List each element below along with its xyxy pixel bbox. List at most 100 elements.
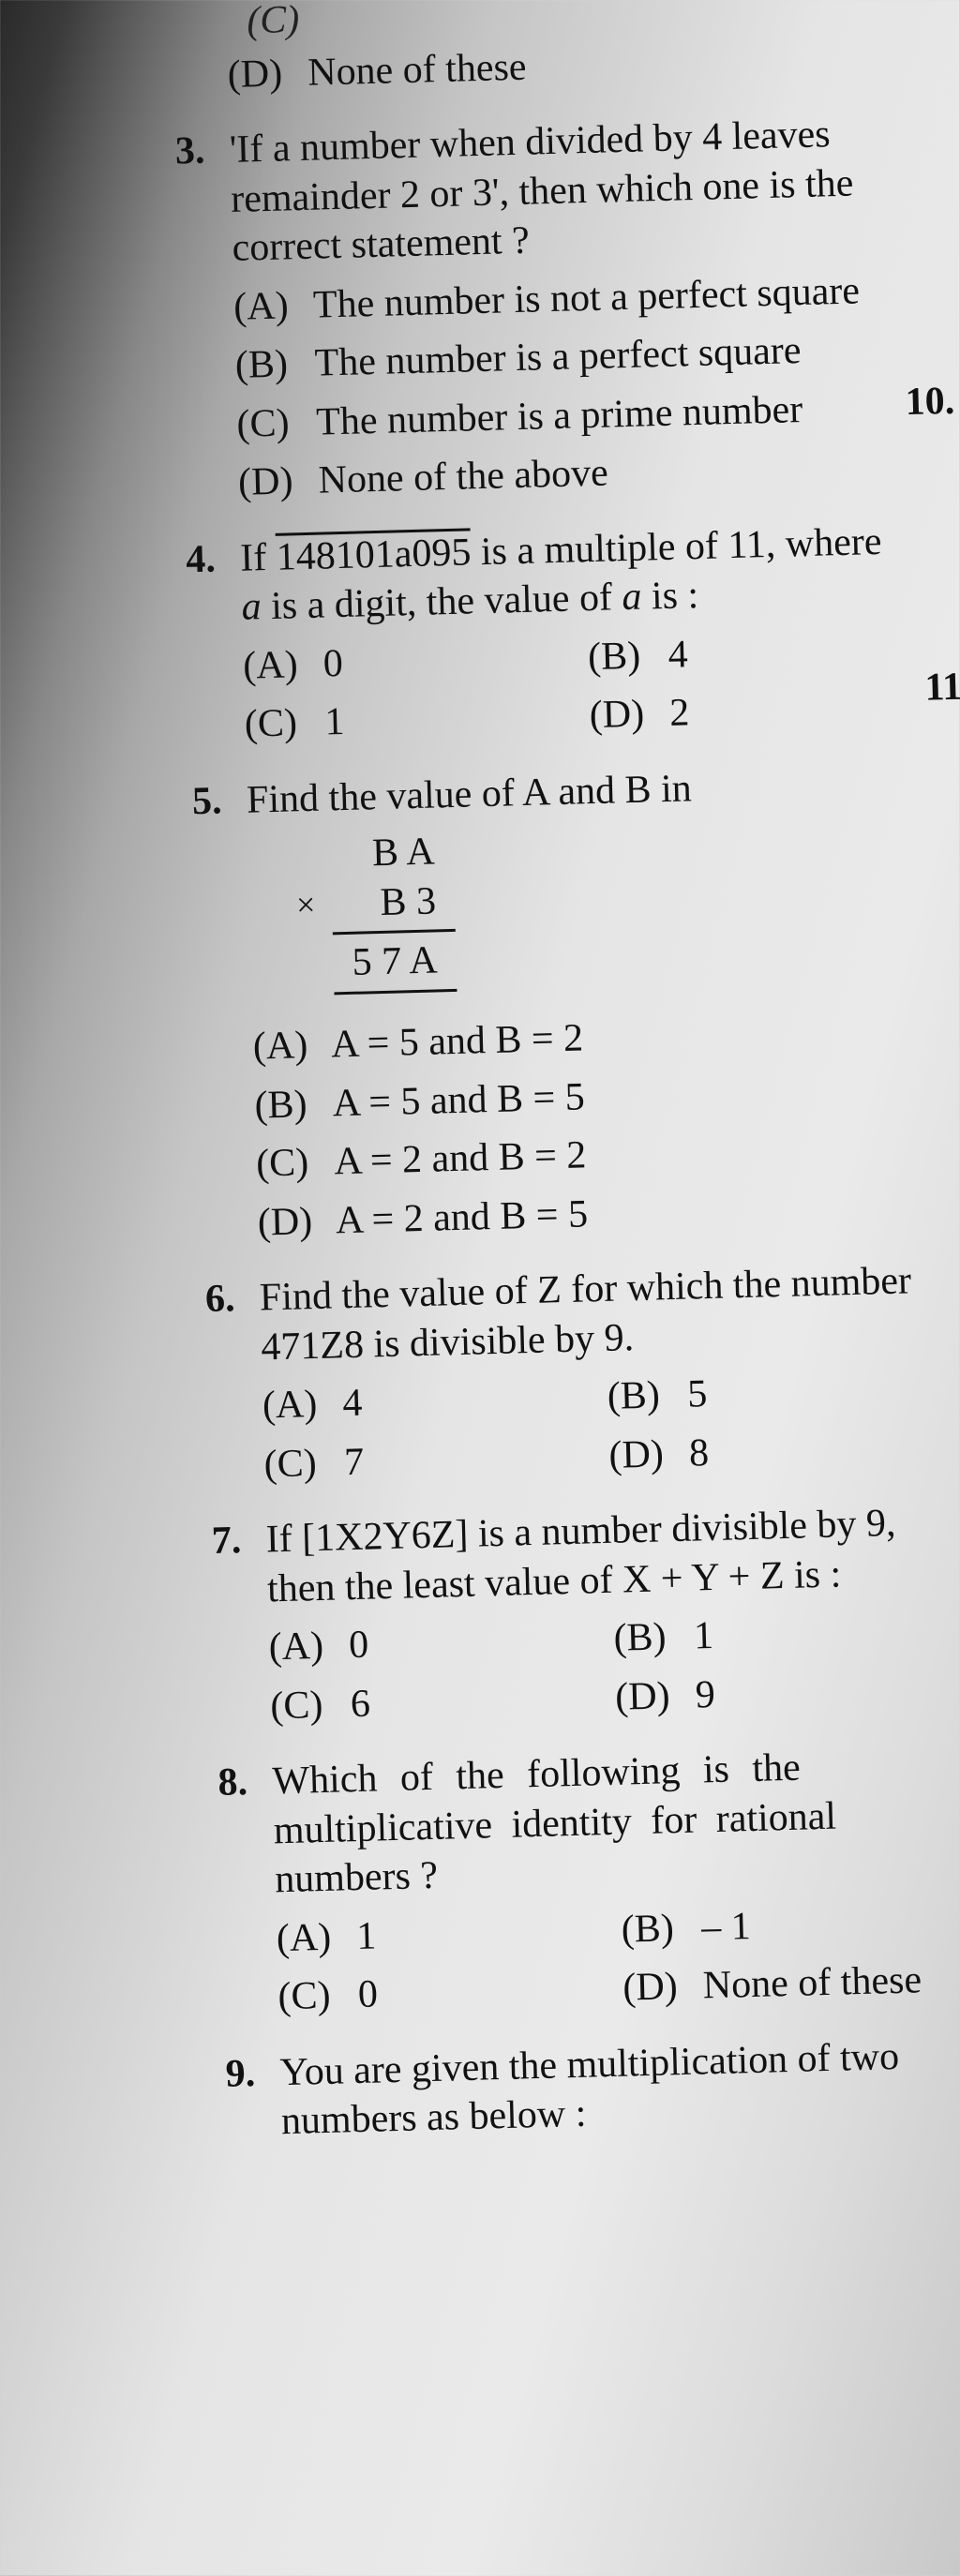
option-letter: (A)	[276, 1912, 347, 1963]
question-number: 8.	[218, 1758, 248, 1807]
option-letter: (A)	[233, 280, 305, 331]
option-letter: (D)	[257, 1196, 328, 1247]
option-d: (D) 8	[608, 1422, 954, 1480]
option-a: (A) A = 5 and B = 2	[198, 1004, 943, 1072]
option-letter: (C)	[278, 1970, 349, 2021]
question-6: 6. Find the value of Z for which the num…	[204, 1255, 951, 1373]
option-b: (B) 4	[588, 623, 934, 681]
option-text: The number is a prime number	[316, 388, 803, 444]
option-letter: (D)	[622, 1962, 694, 2013]
option-letter: (B)	[234, 339, 306, 390]
option-text: 0	[322, 641, 343, 685]
option-text: 0	[357, 1972, 378, 2016]
option-row-ab: (A) 1 (B) – 1	[221, 1896, 960, 1965]
option-text: 4	[668, 633, 688, 677]
option-text: None of these	[702, 1958, 922, 2007]
option-a: (A) 4	[262, 1372, 608, 1430]
option-letter: (D)	[227, 49, 298, 99]
option-a: (A) 1	[276, 1905, 622, 1963]
option-text: The number is a perfect square	[314, 329, 802, 385]
option-text: 1	[693, 1614, 713, 1658]
option-text: 7	[343, 1440, 364, 1484]
option-text: 5	[687, 1372, 708, 1416]
option-text: 0	[349, 1624, 369, 1668]
question-8: 8. Which of the following is the multipl…	[218, 1739, 960, 1906]
option-b: (B) The number is a perfect square	[180, 323, 925, 392]
option-text: 2	[669, 691, 690, 735]
option-d: (D) None of the above	[184, 441, 929, 509]
option-d: (D) None of these	[622, 1954, 960, 2013]
question-number: 4.	[186, 534, 217, 584]
exam-page: (C) (D) None of these 3. 'If a number wh…	[0, 0, 960, 2576]
option-row-cd: (C) 0 (D) None of these	[223, 1954, 960, 2023]
option-text: 8	[688, 1431, 709, 1475]
option-letter: (B)	[607, 1370, 678, 1421]
option-text: 6	[350, 1682, 370, 1726]
option-d: (D) 9	[615, 1664, 960, 1722]
option-d: (D) 2	[589, 681, 935, 740]
option-letter: (D)	[589, 689, 660, 740]
option-row-cd: (C) 6 (D) 9	[216, 1664, 960, 1732]
option-letter: (C)	[247, 0, 300, 42]
option-row-ab: (A) 0 (B) 1	[214, 1605, 959, 1673]
option-letter: (B)	[254, 1079, 325, 1130]
option-text: None of these	[308, 45, 527, 94]
option-letter: (B)	[621, 1903, 692, 1954]
option-text: A = 2 and B = 5	[335, 1192, 588, 1242]
option-b: (B) 5	[607, 1363, 952, 1421]
mult-row-2-val: B 3	[380, 879, 437, 924]
option-text: None of the above	[318, 452, 608, 502]
text-fragment: If	[240, 535, 278, 579]
option-c: (C) The number is a prime number	[182, 382, 927, 450]
option-c: (C) 0	[278, 1964, 623, 2022]
option-a: (A) 0	[243, 633, 589, 691]
times-sign: ×	[295, 883, 315, 926]
question-9: 9. You are given the multiplication of t…	[225, 2029, 960, 2148]
option-letter: (A)	[243, 639, 314, 690]
multiplication-block: B A × B 3 5 7 A	[341, 827, 446, 997]
option-text: 1	[356, 1914, 377, 1958]
question-number: 6.	[204, 1274, 235, 1324]
option-a: (A) 0	[268, 1614, 614, 1672]
option-letter: (C)	[256, 1138, 327, 1189]
option-c: (C) 6	[270, 1672, 616, 1730]
option-text: 1	[324, 700, 345, 744]
option-letter: (C)	[263, 1438, 335, 1489]
option-letter: (D)	[238, 457, 309, 507]
option-text: 4	[342, 1382, 363, 1426]
option-letter: (C)	[244, 698, 315, 749]
option-d: (D) A = 2 and B = 5	[202, 1180, 948, 1249]
overline-number: 148101a095	[276, 528, 472, 577]
question-number: 3.	[174, 127, 205, 176]
question-number: 5.	[191, 776, 222, 826]
option-row-ab: (A) 4 (B) 5	[207, 1363, 952, 1431]
option-row-ab: (A) 0 (B) 4	[188, 623, 934, 692]
mult-row-2: × B 3	[342, 876, 443, 928]
question-text-line: Find the value of A and B in	[246, 757, 937, 825]
option-row-cd: (C) 1 (D) 2	[189, 681, 935, 750]
option-letter: (D)	[615, 1670, 686, 1721]
option-letter: (C)	[236, 397, 308, 448]
option-text: The number is not a perfect square	[312, 269, 860, 326]
option-c: (C) 7	[263, 1430, 609, 1489]
text-italic: a	[241, 585, 262, 629]
question-5: 5. Find the value of A and B in B A × B …	[191, 757, 941, 1014]
question-7: 7. If [1X2Y6Z] is a number divisible by …	[211, 1497, 957, 1615]
mult-row-3: 5 7 A	[344, 936, 445, 987]
option-b: (B) A = 5 and B = 5	[200, 1063, 945, 1131]
option-letter: (A)	[252, 1021, 323, 1071]
question-4: 4. If 148101a095 is a multiple of 11, wh…	[186, 516, 932, 634]
question-3: 3. 'If a number when divided by 4 leaves…	[174, 108, 922, 275]
margin-q10: 10.	[905, 377, 955, 427]
option-letter: (A)	[268, 1621, 339, 1671]
option-letter: (B)	[588, 631, 659, 681]
option-text: A = 2 and B = 2	[334, 1133, 587, 1183]
option-letter: (D)	[608, 1429, 680, 1479]
option-a: (A) The number is not a perfect square	[179, 264, 924, 333]
option-c: (C) A = 2 and B = 2	[202, 1121, 947, 1190]
option-letter: (C)	[270, 1680, 341, 1730]
mult-rule-1	[333, 929, 456, 935]
option-row-cd: (C) 7 (D) 8	[209, 1422, 954, 1490]
mult-row-1: B A	[341, 827, 442, 878]
option-text: – 1	[701, 1905, 752, 1949]
